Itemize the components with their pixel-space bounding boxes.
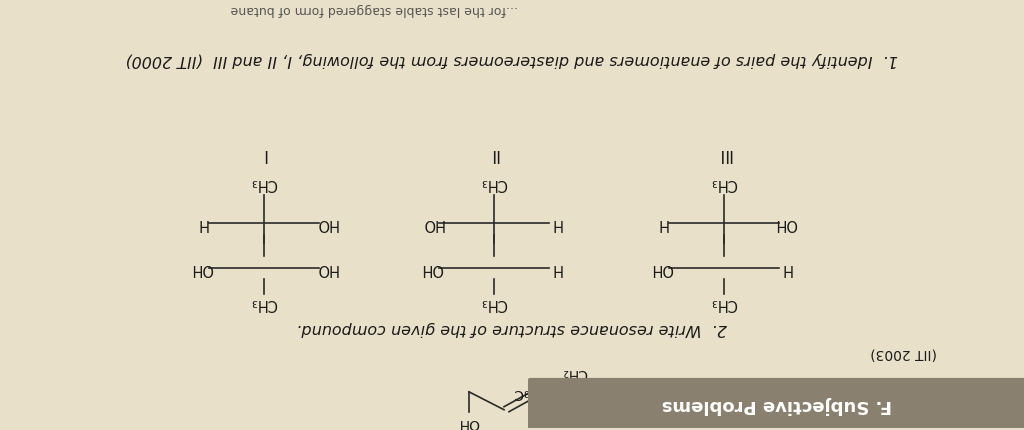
Text: H: H	[197, 216, 208, 231]
Text: CH₃: CH₃	[251, 295, 278, 310]
Text: CH₃: CH₃	[480, 295, 508, 310]
Text: F. Subjective Problems: F. Subjective Problems	[662, 395, 892, 413]
Text: I: I	[261, 145, 266, 163]
Text: H₃C: H₃C	[511, 385, 537, 399]
Text: HO: HO	[314, 216, 337, 231]
Text: OH: OH	[650, 261, 673, 275]
FancyBboxPatch shape	[528, 378, 1024, 430]
Text: H: H	[780, 261, 792, 275]
Text: H: H	[656, 216, 668, 231]
Text: OH: OH	[190, 261, 213, 275]
Text: CH₂: CH₂	[561, 365, 587, 379]
Text: (IIT 2003): (IIT 2003)	[870, 345, 937, 359]
Text: H: H	[551, 261, 561, 275]
Text: HO: HO	[314, 261, 337, 275]
Text: III: III	[717, 145, 731, 163]
Text: CH₃: CH₃	[711, 176, 737, 191]
Text: CH₃: CH₃	[480, 176, 508, 191]
Text: 1.  Identify the pairs of enantiomers and diastereomers from the following, I, I: 1. Identify the pairs of enantiomers and…	[126, 52, 898, 67]
Text: HO: HO	[421, 216, 443, 231]
Text: CH₃: CH₃	[251, 176, 278, 191]
Text: CH₃: CH₃	[711, 295, 737, 310]
Text: II: II	[489, 145, 499, 163]
Text: H: H	[551, 216, 561, 231]
Text: OH: OH	[775, 216, 798, 231]
Text: OH: OH	[459, 415, 479, 429]
Text: ...for the last stable staggered form of butane: ...for the last stable staggered form of…	[230, 3, 518, 16]
Text: OH: OH	[421, 261, 443, 275]
Text: 2.  Write resonance structure of the given compound.: 2. Write resonance structure of the give…	[297, 320, 727, 335]
